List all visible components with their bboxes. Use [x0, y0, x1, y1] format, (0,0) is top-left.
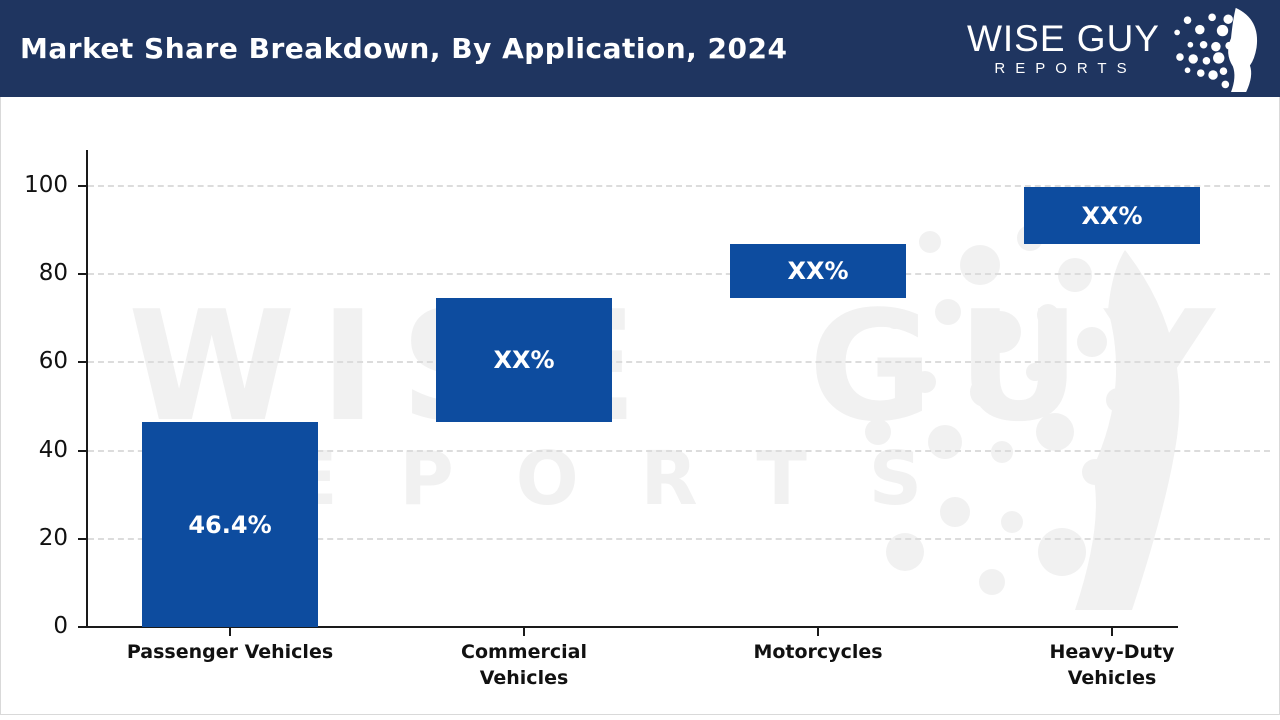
x-category-label: Passenger Vehicles: [126, 641, 334, 663]
x-category-label: Motorcycles: [753, 641, 883, 663]
y-axis-tick: [78, 537, 86, 540]
y-tick-label: 0: [53, 613, 68, 639]
bar-value-label: 46.4%: [188, 510, 272, 539]
bar-heavy-duty-vehicles: XX%: [1024, 187, 1200, 244]
x-axis-line: [86, 626, 1178, 628]
wiseguy-logo: WISE GUY REPORTS: [967, 4, 1266, 94]
y-axis-tick: [78, 185, 86, 187]
y-axis-tick: [78, 361, 86, 364]
bar-motorcycles: XX%: [730, 243, 906, 298]
x-category-label: Commercial Vehicles: [461, 641, 587, 689]
y-axis-line: [86, 150, 88, 628]
bar-passenger-vehicles: 46.4%: [142, 422, 318, 627]
x-axis-tick: [1111, 628, 1113, 636]
x-axis-tick: [229, 628, 231, 636]
y-tick-label: 40: [38, 436, 68, 463]
grid-line: [88, 273, 1270, 276]
y-axis-tick: [78, 449, 86, 452]
logo-wordmark: WISE GUY: [966, 18, 1160, 59]
y-tick-label: 80: [38, 260, 68, 287]
y-axis-tick: [78, 626, 86, 628]
logo-face-icon: [1174, 7, 1258, 92]
x-category-label: Heavy-Duty Vehicles: [1049, 641, 1175, 689]
header-bar: Market Share Breakdown, By Application, …: [0, 0, 1280, 97]
bar-value-label: XX%: [1081, 201, 1143, 230]
grid-line: [88, 449, 1270, 452]
grid-line: [88, 361, 1270, 364]
y-tick-label: 20: [38, 524, 68, 551]
logo-subtext: REPORTS: [994, 60, 1137, 77]
bar-value-label: XX%: [493, 345, 555, 374]
bar-commercial-vehicles: XX%: [436, 297, 612, 423]
x-axis-tick: [817, 628, 819, 636]
logo-text: WISE GUY REPORTS: [967, 20, 1160, 77]
y-tick-label: 60: [38, 348, 68, 375]
grid-line: [88, 185, 1270, 187]
chart-title: Market Share Breakdown, By Application, …: [20, 32, 788, 65]
bottom-border: [0, 714, 1280, 715]
grid-line: [88, 537, 1270, 540]
x-axis-tick: [523, 628, 525, 636]
y-tick-label: 100: [24, 172, 68, 198]
bar-value-label: XX%: [787, 256, 849, 285]
y-axis-tick: [78, 273, 86, 276]
